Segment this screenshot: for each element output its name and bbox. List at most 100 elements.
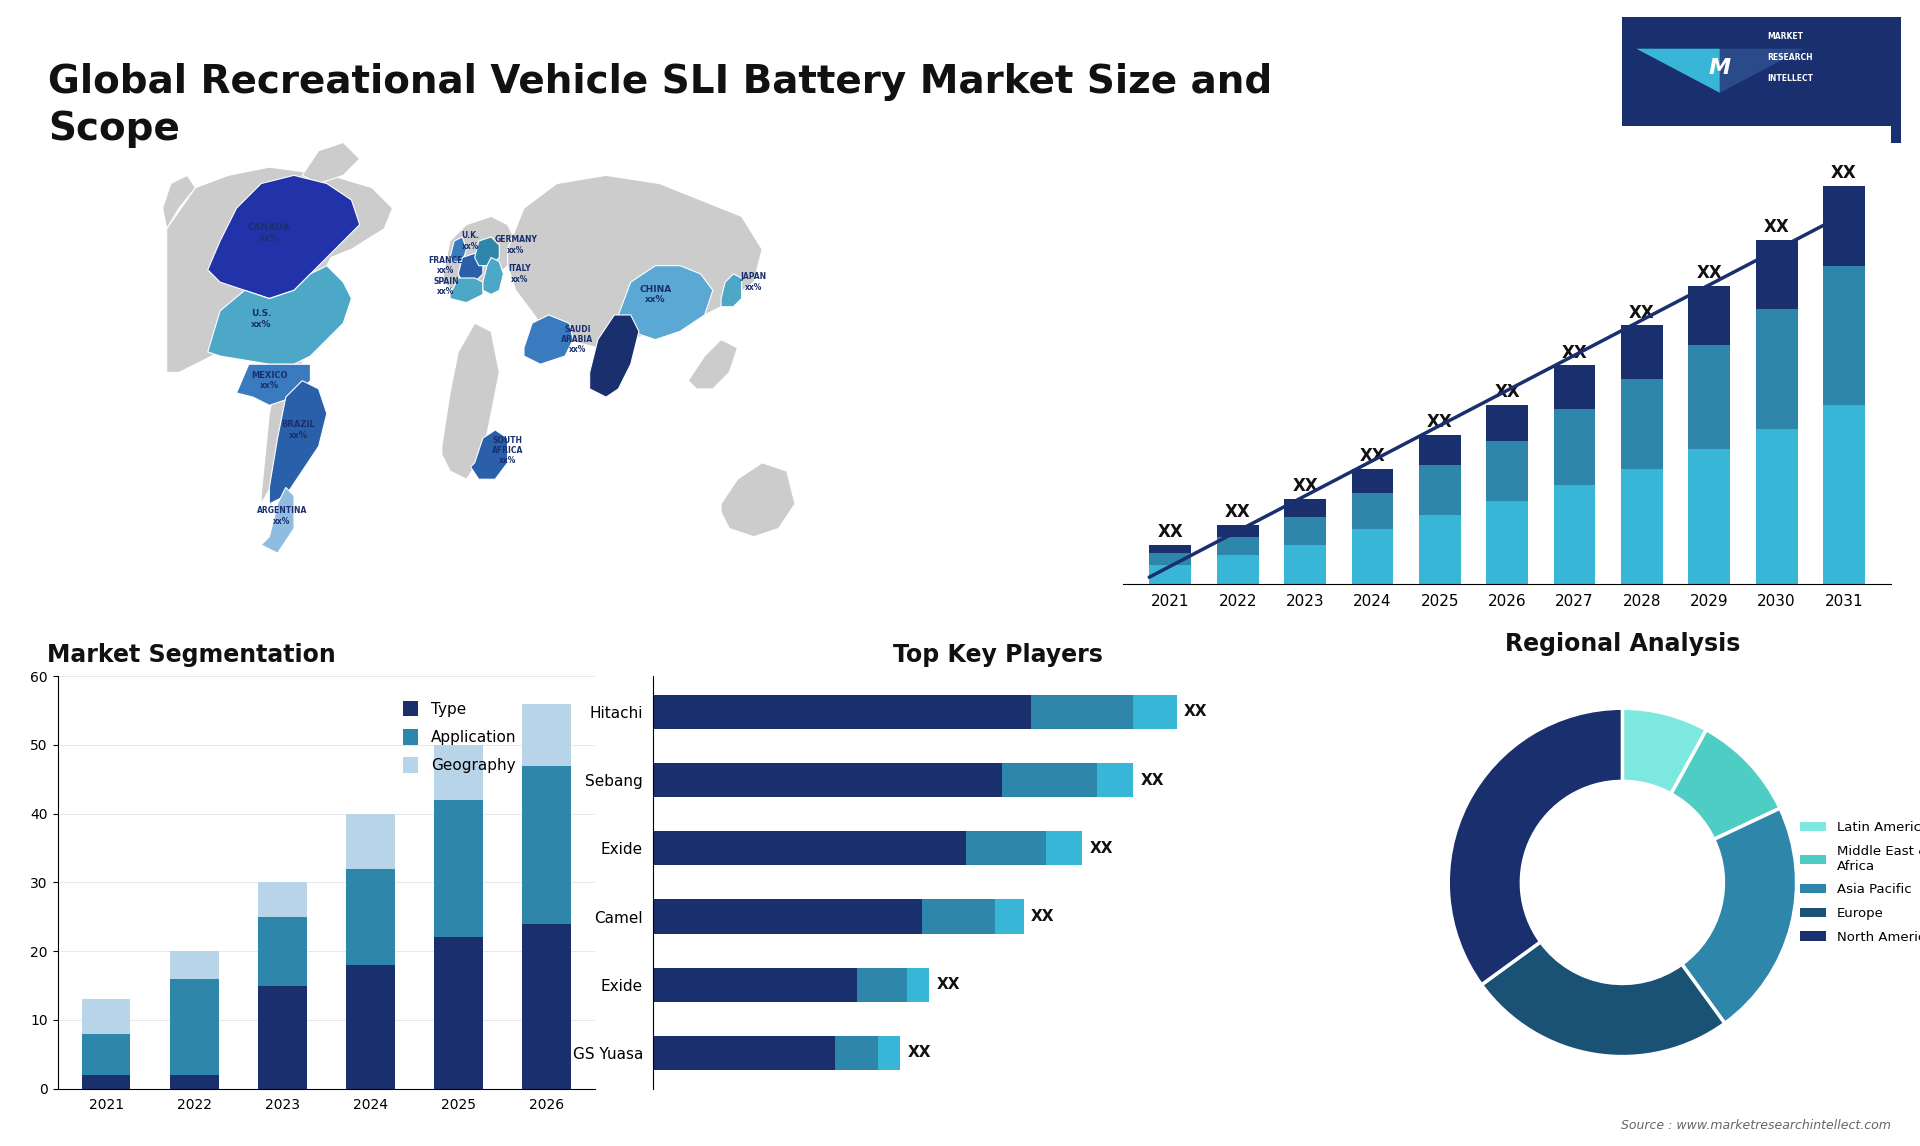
Polygon shape <box>207 266 351 364</box>
Text: XX: XX <box>1764 218 1789 236</box>
Text: SPAIN
xx%: SPAIN xx% <box>434 276 459 296</box>
Text: XX: XX <box>1832 164 1857 182</box>
Bar <box>83 999 131 1034</box>
Wedge shape <box>1482 942 1724 1057</box>
Text: XX: XX <box>1089 841 1114 856</box>
Polygon shape <box>1622 17 1901 143</box>
Bar <box>257 882 307 917</box>
Bar <box>1352 469 1394 493</box>
Bar <box>1217 536 1260 555</box>
Text: Source : www.marketresearchintellect.com: Source : www.marketresearchintellect.com <box>1620 1120 1891 1132</box>
Bar <box>1217 525 1260 536</box>
Bar <box>653 763 1002 798</box>
Bar <box>1284 517 1327 544</box>
Text: Market Segmentation: Market Segmentation <box>46 643 336 667</box>
Text: CHINA
xx%: CHINA xx% <box>639 284 672 304</box>
Text: BRAZIL
xx%: BRAZIL xx% <box>280 421 315 440</box>
Text: ITALY
xx%: ITALY xx% <box>509 265 532 283</box>
Legend: Latin America, Middle East &
Africa, Asia Pacific, Europe, North America: Latin America, Middle East & Africa, Asi… <box>1795 816 1920 949</box>
Bar <box>1486 441 1528 501</box>
Bar <box>1486 405 1528 441</box>
Bar <box>1755 429 1797 584</box>
Polygon shape <box>442 217 516 290</box>
Polygon shape <box>269 380 326 504</box>
Polygon shape <box>484 258 503 295</box>
Bar <box>1688 285 1730 345</box>
Bar <box>434 745 482 800</box>
Title: Regional Analysis: Regional Analysis <box>1505 631 1740 656</box>
Bar <box>995 900 1023 934</box>
Polygon shape <box>722 463 795 536</box>
Bar <box>877 1036 900 1070</box>
Bar <box>346 814 396 869</box>
Wedge shape <box>1448 708 1622 984</box>
Bar <box>1620 469 1663 584</box>
Bar <box>522 924 570 1089</box>
Bar <box>257 986 307 1089</box>
Bar <box>1031 694 1133 729</box>
Text: XX: XX <box>1359 447 1386 465</box>
Bar <box>653 967 856 1002</box>
Text: JAPAN
xx%: JAPAN xx% <box>741 273 766 292</box>
Wedge shape <box>1682 808 1797 1023</box>
Wedge shape <box>1670 730 1780 839</box>
Bar <box>922 900 995 934</box>
Bar <box>1553 409 1596 485</box>
Bar <box>835 1036 877 1070</box>
Text: SOUTH
AFRICA
xx%: SOUTH AFRICA xx% <box>492 435 524 465</box>
Polygon shape <box>261 487 294 554</box>
Bar <box>1002 763 1096 798</box>
Polygon shape <box>1636 48 1720 93</box>
Bar <box>1620 379 1663 469</box>
Bar <box>257 917 307 986</box>
Title: Top Key Players: Top Key Players <box>893 643 1104 667</box>
Bar <box>1419 435 1461 465</box>
Polygon shape <box>449 278 484 303</box>
Text: Global Recreational Vehicle SLI Battery Market Size and
Scope: Global Recreational Vehicle SLI Battery … <box>48 63 1273 148</box>
Bar <box>1824 266 1864 405</box>
Polygon shape <box>301 142 359 183</box>
Polygon shape <box>449 237 467 261</box>
Bar <box>1150 552 1190 565</box>
Text: XX: XX <box>1697 264 1722 282</box>
Polygon shape <box>442 323 499 479</box>
Text: INDIA
xx%: INDIA xx% <box>599 338 628 358</box>
Bar <box>1688 449 1730 584</box>
Bar <box>653 1036 835 1070</box>
Text: ARGENTINA
xx%: ARGENTINA xx% <box>257 507 307 526</box>
Text: SAUDI
ARABIA
xx%: SAUDI ARABIA xx% <box>561 324 593 354</box>
Bar <box>434 937 482 1089</box>
Bar <box>1284 544 1327 584</box>
Bar <box>1824 405 1864 584</box>
Bar <box>346 869 396 965</box>
Text: U.S.
xx%: U.S. xx% <box>252 309 271 329</box>
Bar <box>83 1034 131 1075</box>
Bar <box>1096 763 1133 798</box>
Text: XX: XX <box>1427 414 1453 431</box>
Polygon shape <box>618 266 712 339</box>
Bar <box>856 967 908 1002</box>
Bar <box>171 1075 219 1089</box>
Bar <box>1217 555 1260 584</box>
Text: XX: XX <box>1031 909 1054 924</box>
Bar <box>171 979 219 1075</box>
Polygon shape <box>163 175 196 229</box>
Bar <box>1150 544 1190 552</box>
Bar <box>83 1075 131 1089</box>
Text: GERMANY
xx%: GERMANY xx% <box>493 235 538 254</box>
Text: INTELLECT: INTELLECT <box>1766 74 1812 84</box>
Text: MARKET: MARKET <box>1766 32 1803 40</box>
Bar <box>653 694 1031 729</box>
Bar <box>966 831 1046 865</box>
Text: U.K.
xx%: U.K. xx% <box>461 231 480 251</box>
Text: XX: XX <box>1185 705 1208 720</box>
Bar <box>1133 694 1177 729</box>
Bar <box>653 831 966 865</box>
Text: XX: XX <box>937 978 960 992</box>
Bar <box>1620 325 1663 379</box>
Bar <box>1419 465 1461 515</box>
Polygon shape <box>507 175 762 347</box>
Text: XX: XX <box>1628 304 1655 322</box>
Text: XX: XX <box>1561 344 1588 362</box>
Bar <box>1419 515 1461 584</box>
